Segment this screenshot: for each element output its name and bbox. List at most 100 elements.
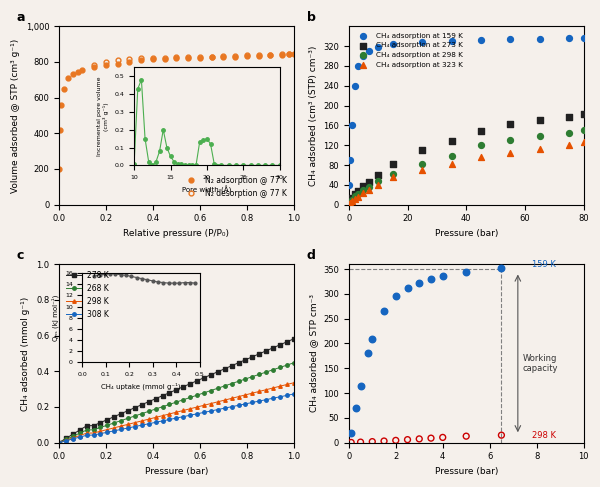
CH₄ adsorption at 159 K	[447, 37, 457, 44]
CH₄ adsorption at 273 K	[346, 197, 355, 205]
Legend: CH₄ adsorption at 159 K, CH₄ adsorption at 273 K, CH₄ adsorption at 298 K, CH₄ a: CH₄ adsorption at 159 K, CH₄ adsorption …	[352, 30, 466, 71]
Point	[356, 438, 365, 446]
CH₄ adsorption at 323 K	[350, 195, 359, 203]
N₂ adsorption @ 77 K	[290, 51, 298, 57]
N₂ adsorption @ 77 K	[243, 53, 250, 59]
CH₄ adsorption at 159 K	[418, 37, 427, 45]
268 K	[242, 376, 249, 382]
N₂ adsorption @ 77 K	[103, 62, 110, 68]
298 K	[118, 423, 125, 429]
308 K	[118, 427, 125, 432]
N₂ adsorption @ 77 K	[185, 55, 192, 61]
308 K	[173, 415, 180, 421]
CH₄ adsorption at 273 K	[344, 200, 354, 207]
CH₄ adsorption at 323 K	[359, 189, 368, 197]
298 K	[283, 382, 290, 388]
268 K	[214, 385, 221, 391]
Point	[415, 435, 424, 443]
308 K	[221, 405, 229, 411]
CH₄ adsorption at 273 K	[359, 182, 368, 190]
278 K	[208, 372, 215, 377]
308 K	[152, 419, 159, 425]
N₂ desorption @ 77 K	[196, 54, 203, 60]
Point	[461, 268, 471, 276]
298 K	[277, 383, 284, 389]
Line: N₂ adsorption @ 77 K: N₂ adsorption @ 77 K	[57, 52, 296, 171]
268 K	[187, 394, 194, 400]
N₂ adsorption @ 77 K	[56, 166, 63, 172]
Point	[403, 284, 412, 292]
308 K	[145, 421, 152, 427]
CH₄ adsorption at 298 K	[505, 136, 515, 144]
CH₄ adsorption at 159 K	[359, 52, 368, 60]
298 K	[62, 437, 70, 443]
308 K	[83, 432, 90, 438]
CH₄ adsorption at 159 K	[344, 181, 354, 189]
308 K	[269, 395, 277, 401]
308 K	[194, 411, 201, 417]
308 K	[166, 416, 173, 422]
Line: 308 K: 308 K	[57, 392, 296, 444]
268 K	[138, 411, 145, 416]
278 K	[104, 417, 111, 423]
268 K	[228, 381, 235, 387]
268 K	[235, 378, 242, 384]
Point	[426, 434, 436, 442]
308 K	[76, 434, 83, 440]
Line: N₂ desorption @ 77 K: N₂ desorption @ 77 K	[92, 52, 292, 68]
CH₄ adsorption at 273 K	[579, 111, 589, 118]
308 K	[263, 397, 270, 403]
X-axis label: Pressure (bar): Pressure (bar)	[145, 467, 208, 476]
N₂ adsorption @ 77 K	[286, 52, 293, 57]
268 K	[208, 388, 215, 393]
308 K	[69, 436, 76, 442]
308 K	[110, 428, 118, 434]
308 K	[200, 410, 208, 415]
298 K	[228, 395, 235, 401]
CH₄ adsorption at 323 K	[353, 193, 362, 201]
N₂ adsorption @ 77 K	[220, 54, 227, 60]
N₂ adsorption @ 77 K	[137, 57, 145, 63]
298 K	[263, 387, 270, 393]
CH₄ adsorption at 298 K	[476, 141, 485, 149]
308 K	[55, 440, 62, 446]
268 K	[104, 422, 111, 428]
308 K	[159, 418, 166, 424]
CH₄ adsorption at 298 K	[373, 177, 383, 185]
N₂ adsorption @ 77 K	[278, 52, 286, 57]
CH₄ adsorption at 323 K	[344, 200, 354, 208]
CH₄ adsorption at 298 K	[447, 152, 457, 160]
X-axis label: Pressure (bar): Pressure (bar)	[434, 467, 498, 476]
278 K	[131, 405, 139, 411]
268 K	[55, 440, 62, 446]
CH₄ adsorption at 159 K	[346, 156, 355, 164]
CH₄ adsorption at 273 K	[505, 120, 515, 128]
N₂ desorption @ 77 K	[266, 52, 274, 57]
CH₄ adsorption at 323 K	[365, 186, 374, 194]
308 K	[62, 438, 70, 444]
N₂ adsorption @ 77 K	[266, 52, 274, 58]
308 K	[187, 412, 194, 418]
Point	[391, 436, 401, 444]
Point	[379, 307, 389, 315]
N₂ adsorption @ 77 K	[173, 56, 180, 61]
Point	[367, 335, 377, 342]
Line: 278 K: 278 K	[57, 337, 296, 444]
CH₄ adsorption at 159 K	[579, 34, 589, 41]
308 K	[179, 414, 187, 420]
298 K	[90, 430, 97, 436]
308 K	[104, 430, 111, 435]
Point	[351, 404, 361, 412]
308 K	[249, 399, 256, 405]
Point	[356, 382, 365, 390]
Y-axis label: CH₄ adsorbed @ STP cm⁻³: CH₄ adsorbed @ STP cm⁻³	[308, 294, 317, 412]
268 K	[194, 392, 201, 398]
278 K	[187, 381, 194, 387]
Point	[379, 437, 389, 445]
Text: a: a	[17, 11, 25, 24]
N₂ adsorption @ 77 K	[126, 59, 133, 65]
N₂ desorption @ 77 K	[114, 57, 121, 63]
298 K	[152, 414, 159, 420]
CH₄ adsorption at 323 K	[418, 166, 427, 174]
N₂ desorption @ 77 K	[255, 52, 262, 58]
